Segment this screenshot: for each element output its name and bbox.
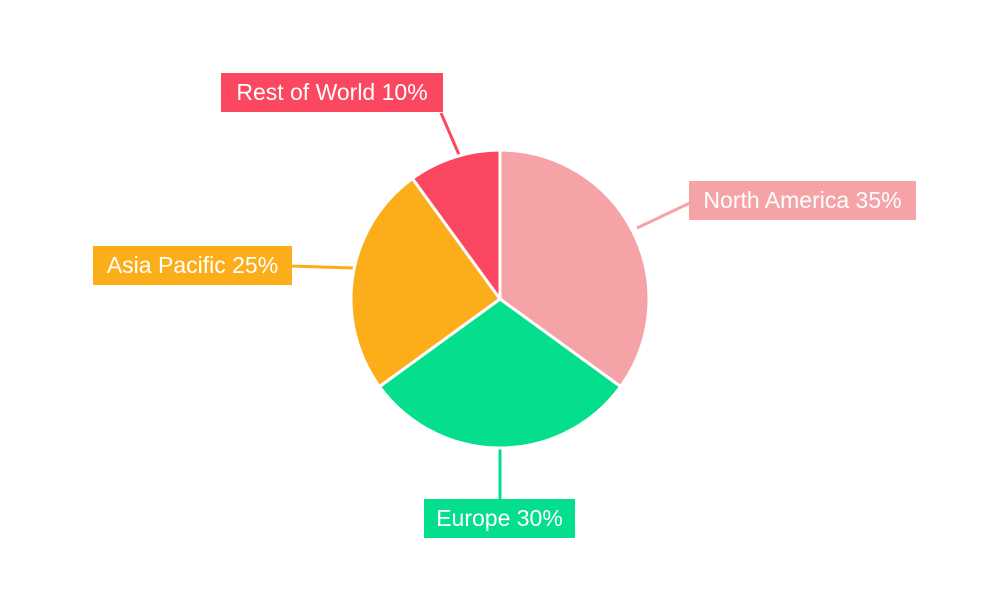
pie-slice-rest-of-world[interactable]	[410, 148, 502, 301]
pie-label-europe-text: Europe 30%	[436, 505, 563, 531]
pie-slice-asia-pacific[interactable]	[349, 176, 502, 389]
pie-slices-group	[349, 148, 651, 450]
pie-label-europe: Europe 30%	[424, 499, 575, 538]
leader-line-north-america	[636, 200, 693, 230]
leader-line-asia-pacific	[289, 264, 355, 270]
pie-label-rest-of-world-text: Rest of World 10%	[236, 79, 428, 105]
pie-slice-north-america[interactable]	[498, 148, 651, 389]
leader-line-rest-of-world	[439, 112, 462, 158]
pie-label-north-america-text: North America 35%	[703, 187, 902, 213]
pie-label-north-america: North America 35%	[689, 181, 916, 220]
leader-lines-group	[289, 112, 693, 503]
pie-slice-europe[interactable]	[377, 297, 623, 450]
pie-label-asia-pacific: Asia Pacific 25%	[93, 246, 292, 285]
pie-label-rest-of-world: Rest of World 10%	[221, 73, 443, 112]
pie-label-asia-pacific-text: Asia Pacific 25%	[106, 252, 279, 278]
